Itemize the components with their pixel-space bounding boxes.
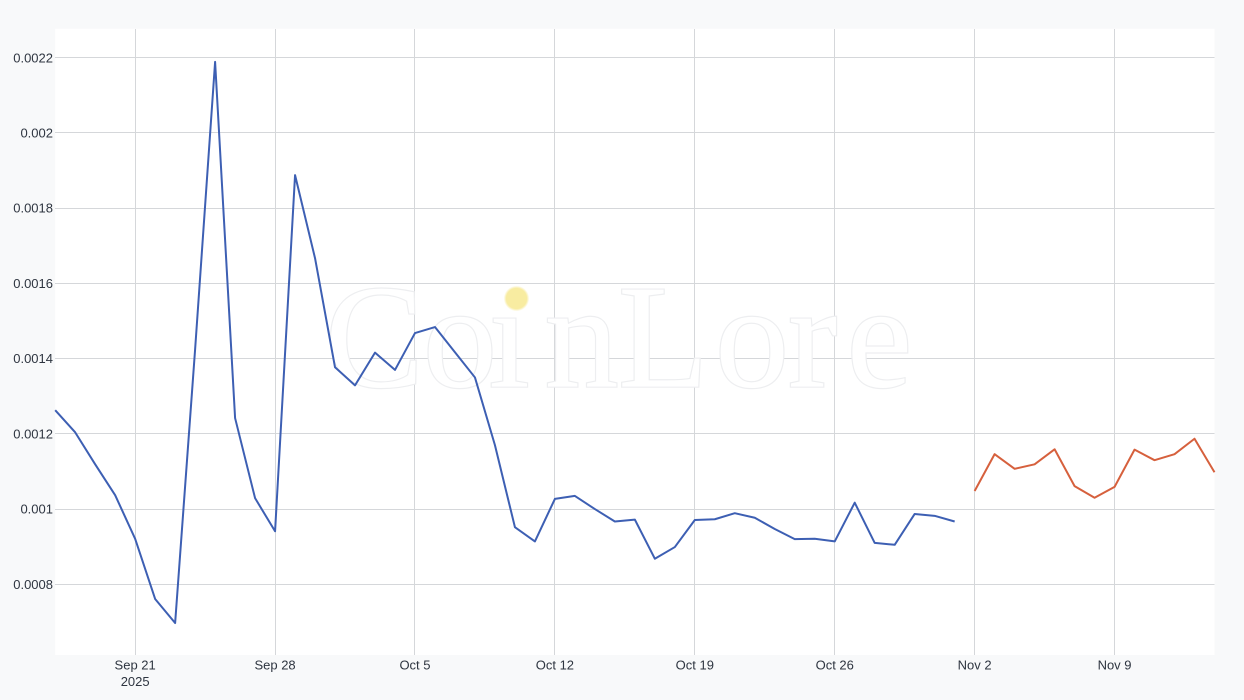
- y-tick-label: 0.0016: [13, 276, 53, 291]
- y-tick-label: 0.0022: [13, 50, 53, 65]
- x-tick-label: Nov 9: [1098, 658, 1132, 673]
- y-tick-label: 0.0014: [13, 351, 53, 366]
- watermark-dot-icon: [503, 285, 530, 312]
- x-tick-label: Oct 26: [816, 658, 854, 673]
- gridlines: [55, 28, 1215, 655]
- plot-area[interactable]: [55, 28, 1215, 656]
- y-tick-label: 0.001: [20, 502, 53, 517]
- x-tick-sublabel: 2025: [121, 674, 150, 689]
- y-tick-label: 0.0008: [13, 577, 53, 592]
- y-tick-label: 0.0012: [13, 426, 53, 441]
- y-tick-label: 0.002: [20, 125, 53, 140]
- price-history-line[interactable]: [54, 60, 955, 625]
- y-tick-label: 0.0018: [13, 201, 53, 216]
- watermark: CoınLore: [324, 254, 914, 420]
- price-prediction-line[interactable]: [973, 437, 1216, 499]
- x-tick-label: Sep 28: [254, 658, 295, 673]
- y-axis-labels: 0.0008 0.001 0.0012 0.0014 0.0016 0.0018 0.002…: [13, 50, 53, 592]
- x-tick-label: Nov 2: [958, 658, 992, 673]
- x-tick-label: Sep 21: [115, 658, 156, 673]
- x-tick-label: Oct 12: [536, 658, 574, 673]
- x-tick-label: Oct 5: [399, 658, 430, 673]
- watermark-text: CoınLore: [325, 256, 912, 420]
- x-tick-label: Oct 19: [676, 658, 714, 673]
